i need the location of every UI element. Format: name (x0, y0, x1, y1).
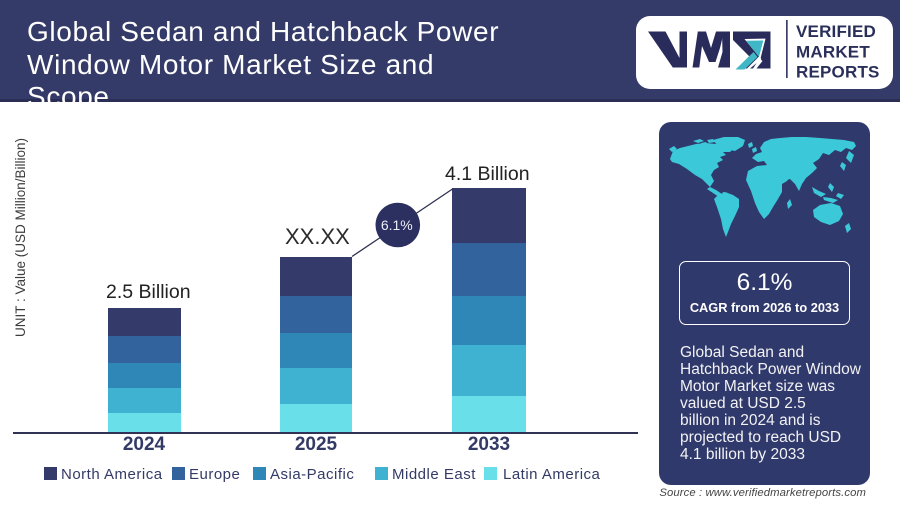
svg-text:6.1%: 6.1% (381, 217, 413, 233)
svg-text:MARKET: MARKET (796, 43, 870, 62)
svg-text:REPORTS: REPORTS (796, 63, 880, 82)
svg-text:VERIFIED: VERIFIED (796, 22, 876, 41)
